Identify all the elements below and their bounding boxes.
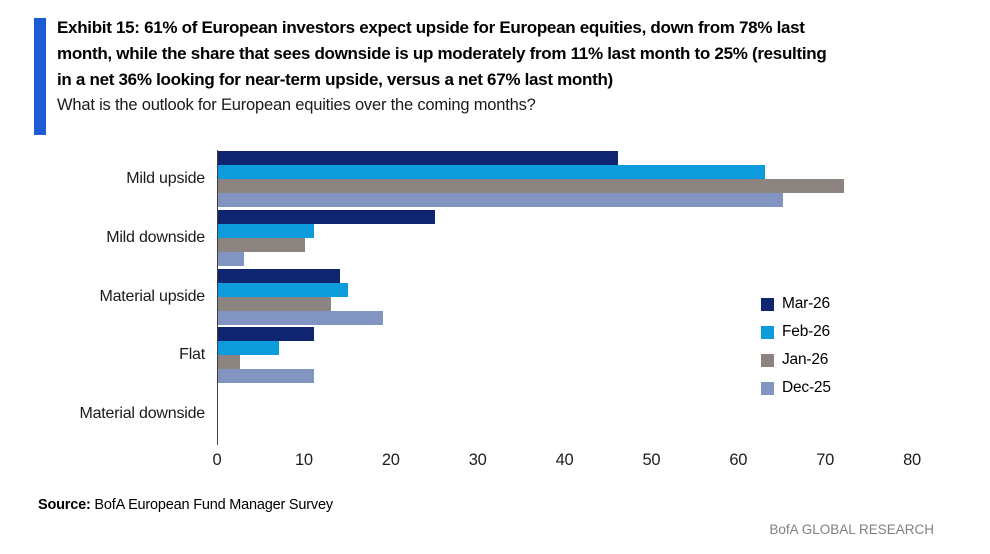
source-text: BofA European Fund Manager Survey xyxy=(90,497,333,513)
source-label: Source: xyxy=(38,497,91,513)
bar-mar-26-mild-upside xyxy=(218,151,618,165)
brand-footer: BofA GLOBAL RESEARCH xyxy=(769,522,934,537)
bar-jan-26-mild-downside xyxy=(218,237,305,252)
bar-chart: Mild upside Mild downside Material upside F… xyxy=(0,150,990,481)
category-label-mild-upside: Mild upside xyxy=(126,170,205,187)
x-tick-20: 20 xyxy=(381,451,400,469)
legend-item-feb-26: Feb-26 xyxy=(761,318,831,346)
x-axis-tick-labels: 0 10 20 30 40 50 60 70 80 xyxy=(0,451,990,475)
bar-jan-26-mild-upside xyxy=(218,179,844,193)
bar-feb-26-flat xyxy=(218,341,279,356)
bar-feb-26-mild-downside xyxy=(218,223,314,238)
exhibit-title: Exhibit 15: 61% of European investors ex… xyxy=(57,18,827,89)
chart-question-subtitle: What is the outlook for European equitie… xyxy=(57,96,536,114)
bar-group-flat xyxy=(218,327,917,384)
bar-dec-25-material-upside xyxy=(218,310,384,325)
bar-dec-25-flat xyxy=(218,369,314,384)
legend-label: Jan-26 xyxy=(782,351,829,368)
legend-swatch-icon xyxy=(761,381,774,395)
bar-mar-26-mild-downside xyxy=(218,209,436,224)
bar-jan-26-material-upside xyxy=(218,296,331,311)
x-tick-70: 70 xyxy=(816,451,834,469)
legend-item-mar-26: Mar-26 xyxy=(761,290,831,318)
bar-jan-26-flat xyxy=(218,355,240,370)
x-tick-10: 10 xyxy=(294,451,313,469)
category-axis-labels: Mild upside Mild downside Material upside F… xyxy=(0,151,205,445)
legend-label: Dec-25 xyxy=(782,379,831,396)
bar-mar-26-material-upside xyxy=(218,268,340,283)
category-label-mild-downside: Mild downside xyxy=(106,228,205,246)
category-label-material-downside: Material downside xyxy=(79,405,205,423)
legend-item-jan-26: Jan-26 xyxy=(761,346,831,374)
bar-feb-26-material-upside xyxy=(218,282,349,297)
x-tick-50: 50 xyxy=(642,451,661,469)
bar-feb-26-mild-upside xyxy=(218,165,766,179)
legend-swatch-icon xyxy=(761,353,774,367)
bar-mar-26-flat xyxy=(218,327,314,342)
header: Exhibit 15: 61% of European investors ex… xyxy=(57,15,957,118)
bar-group-material-upside xyxy=(218,268,917,325)
legend-swatch-icon xyxy=(761,325,774,339)
category-label-material-upside: Material upside xyxy=(99,287,205,305)
exhibit-accent-bar xyxy=(34,18,46,135)
x-tick-60: 60 xyxy=(729,451,748,469)
source-line: Source: BofA European Fund Manager Surve… xyxy=(38,497,333,513)
legend-item-dec-25: Dec-25 xyxy=(761,374,831,402)
x-tick-30: 30 xyxy=(468,451,487,469)
bar-group-mild-upside xyxy=(218,151,917,207)
x-tick-40: 40 xyxy=(555,451,574,469)
x-tick-80: 80 xyxy=(903,451,921,469)
bar-group-mild-downside xyxy=(218,209,917,266)
bar-dec-25-mild-upside xyxy=(218,193,783,207)
category-label-flat: Flat xyxy=(179,346,205,364)
plot-area xyxy=(217,150,917,445)
legend-swatch-icon xyxy=(761,297,774,311)
legend-label: Mar-26 xyxy=(782,295,830,312)
legend-label: Feb-26 xyxy=(782,323,830,340)
x-tick-0: 0 xyxy=(212,451,222,469)
chart-legend: Mar-26 Feb-26 Jan-26 Dec-25 xyxy=(761,290,831,402)
bar-dec-25-mild-downside xyxy=(218,251,245,266)
